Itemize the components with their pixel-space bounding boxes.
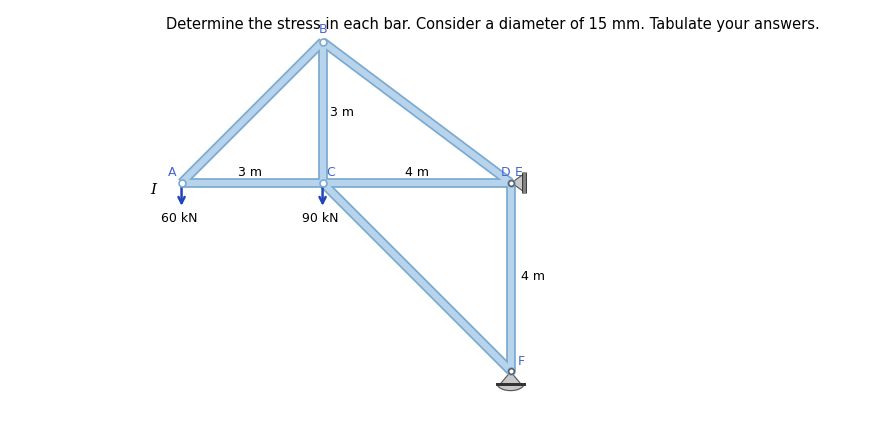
- Text: C: C: [326, 166, 335, 179]
- Text: 3 m: 3 m: [329, 106, 354, 119]
- Text: Determine the stress in each bar. Consider a diameter of 15 mm. Tabulate your an: Determine the stress in each bar. Consid…: [165, 16, 819, 32]
- Polygon shape: [511, 174, 524, 192]
- Text: F: F: [517, 355, 524, 368]
- Text: 4 m: 4 m: [405, 166, 428, 179]
- Text: A: A: [168, 166, 176, 179]
- Text: E: E: [515, 166, 523, 179]
- Text: B: B: [318, 23, 327, 36]
- Text: I: I: [150, 183, 156, 197]
- Text: 60 kN: 60 kN: [161, 212, 198, 225]
- Text: D: D: [500, 166, 510, 179]
- Polygon shape: [497, 384, 524, 391]
- Text: 4 m: 4 m: [521, 271, 545, 283]
- Polygon shape: [500, 372, 521, 384]
- Text: 90 kN: 90 kN: [302, 212, 338, 225]
- Text: 3 m: 3 m: [238, 166, 261, 179]
